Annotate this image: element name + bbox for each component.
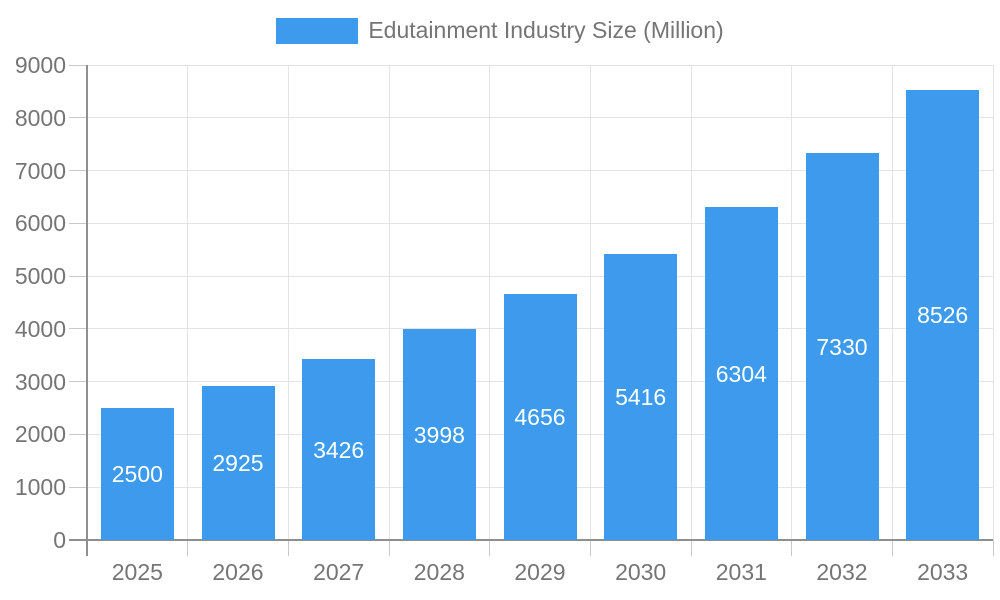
x-tick-label: 2032: [816, 559, 868, 585]
y-tick-label: 4000: [14, 315, 66, 342]
bar: [604, 254, 677, 540]
y-tick-mark: [69, 117, 87, 119]
x-tick-mark: [388, 540, 390, 556]
bar-value-label: 6304: [715, 360, 767, 387]
gridline-h: [87, 64, 993, 66]
y-tick-label: 1000: [14, 474, 66, 501]
y-tick-mark: [69, 381, 87, 383]
y-tick-mark: [69, 328, 87, 330]
x-tick-label: 2026: [212, 559, 264, 585]
gridline-v: [388, 65, 390, 540]
y-tick-label: 6000: [14, 210, 66, 237]
bar-value-label: 8526: [917, 302, 969, 328]
bar: [906, 90, 979, 540]
y-axis-line: [86, 65, 88, 556]
y-tick-label: 7000: [14, 157, 66, 184]
gridline-v: [589, 65, 591, 540]
bar: [705, 207, 778, 540]
y-tick-mark: [69, 222, 87, 224]
y-tick-label: 9000: [14, 52, 66, 78]
bar: [302, 359, 375, 540]
x-tick-label: 2033: [917, 559, 969, 585]
bar: [403, 329, 476, 540]
bar-value-label: 2500: [111, 461, 163, 487]
bar-value-label: 2925: [212, 450, 264, 476]
gridline-h: [87, 275, 993, 277]
bar: [504, 294, 577, 540]
x-axis-line: [69, 539, 993, 541]
bar: [202, 386, 275, 540]
bar: [806, 153, 879, 540]
gridline-h: [87, 170, 993, 172]
x-tick-mark: [589, 540, 591, 556]
bar-value-label: 4656: [514, 404, 566, 430]
y-tick-label: 3000: [14, 368, 66, 395]
x-tick-mark: [891, 540, 893, 556]
x-tick-mark: [187, 540, 189, 556]
gridline-v: [287, 65, 289, 540]
y-tick-mark: [69, 64, 87, 66]
x-tick-mark: [287, 540, 289, 556]
y-tick-mark: [69, 275, 87, 277]
gridline-h: [87, 222, 993, 224]
y-tick-label: 2000: [14, 421, 66, 448]
x-tick-label: 2030: [615, 559, 667, 585]
y-tick-mark: [69, 433, 87, 435]
bar: [101, 408, 174, 540]
gridline-v: [690, 65, 692, 540]
gridline-v: [187, 65, 189, 540]
x-tick-mark: [992, 540, 994, 556]
y-tick-label: 0: [53, 527, 66, 553]
gridline-v: [992, 65, 994, 540]
x-tick-label: 2027: [313, 559, 365, 585]
x-tick-mark: [690, 540, 692, 556]
x-tick-label: 2028: [413, 559, 465, 585]
y-tick-mark: [69, 170, 87, 172]
y-tick-label: 8000: [14, 104, 66, 131]
x-tick-mark: [791, 540, 793, 556]
gridline-v: [891, 65, 893, 540]
gridline-v: [489, 65, 491, 540]
legend-swatch: [276, 17, 359, 44]
gridline-v: [791, 65, 793, 540]
y-tick-label: 5000: [14, 263, 66, 290]
bar-value-label: 5416: [615, 384, 667, 410]
bar-value-label: 7330: [816, 333, 868, 360]
y-tick-mark: [69, 486, 87, 488]
legend: Edutainment Industry Size (Million): [0, 17, 1000, 44]
bar-value-label: 3998: [413, 421, 465, 448]
gridline-h: [87, 117, 993, 119]
x-tick-label: 2025: [111, 559, 163, 585]
x-tick-label: 2029: [514, 559, 566, 585]
x-tick-mark: [489, 540, 491, 556]
x-tick-label: 2031: [715, 559, 767, 585]
legend-label: Edutainment Industry Size (Million): [368, 17, 724, 43]
bar-value-label: 3426: [313, 436, 365, 463]
